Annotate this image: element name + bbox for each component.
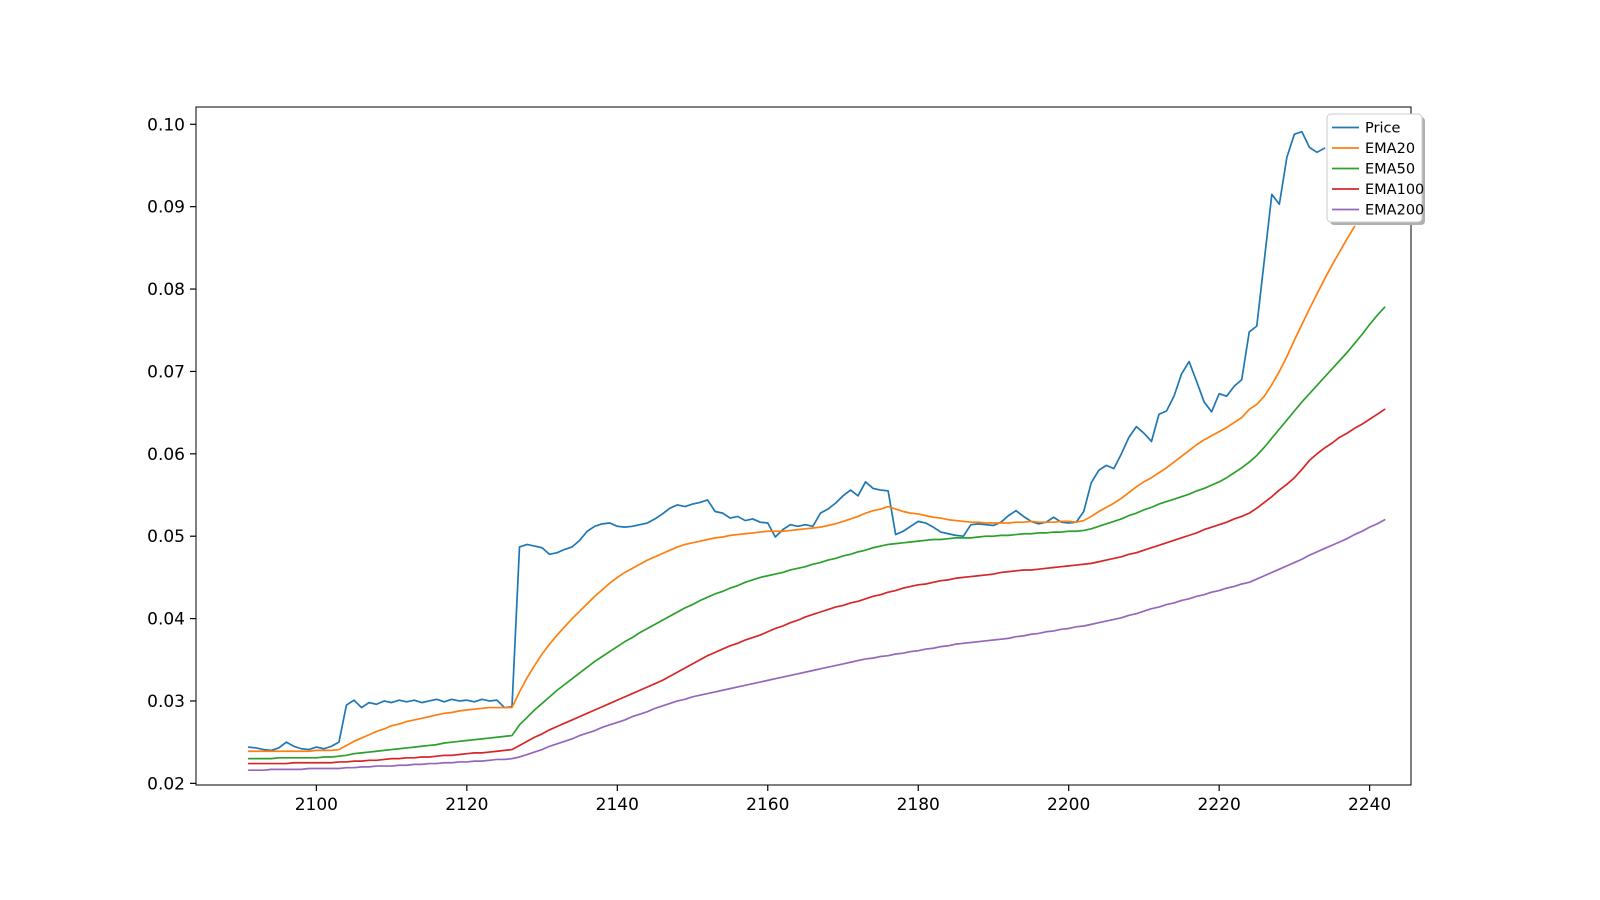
series-line-ema50 (247, 306, 1386, 760)
y-tick-label: 0.03 (147, 692, 185, 712)
legend-entry-ema100: EMA100 (1332, 182, 1424, 198)
y-tick-label: 0.08 (147, 280, 185, 300)
series-line-ema200 (247, 518, 1386, 772)
series-line-ema20 (247, 225, 1356, 753)
y-tick-label: 0.05 (147, 527, 185, 547)
legend-entry-price: Price (1332, 121, 1400, 137)
legend-box (1326, 113, 1423, 223)
series-line-price (247, 130, 1326, 752)
legend-label: EMA20 (1365, 141, 1415, 157)
plot-series (247, 130, 1386, 772)
axes: 2100 2120 2140 2160 2180 2200 2220 2240 0.02 0.03… (147, 106, 1412, 815)
x-tick-label: 2160 (746, 795, 789, 815)
legend-entry-ema200: EMA200 (1332, 203, 1424, 219)
legend-entry-ema20: EMA20 (1332, 141, 1415, 157)
y-tick-label: 0.04 (147, 610, 185, 630)
series-line-ema100 (247, 408, 1386, 765)
legend-label: Price (1365, 121, 1400, 137)
legend: Price EMA20 EMA50 EMA100 EMA200 (1326, 113, 1425, 225)
x-tick-label: 2220 (1198, 795, 1241, 815)
x-tick-label: 2180 (897, 795, 940, 815)
legend-entry-ema50: EMA50 (1332, 162, 1415, 178)
y-tick-label: 0.09 (147, 198, 185, 218)
legend-label: EMA50 (1365, 162, 1415, 178)
legend-label: EMA200 (1365, 203, 1424, 219)
y-tick-label: 0.02 (147, 774, 185, 794)
legend-label: EMA100 (1365, 182, 1424, 198)
y-tick-label: 0.07 (147, 362, 185, 382)
x-tick-label: 2240 (1348, 795, 1391, 815)
x-tick-label: 2120 (445, 795, 488, 815)
y-tick-label: 0.10 (147, 115, 185, 135)
y-tick-label: 0.06 (147, 445, 185, 465)
x-tick-label: 2200 (1047, 795, 1090, 815)
x-tick-label: 2100 (295, 795, 338, 815)
x-tick-label: 2140 (596, 795, 639, 815)
plot-border (195, 106, 1412, 786)
